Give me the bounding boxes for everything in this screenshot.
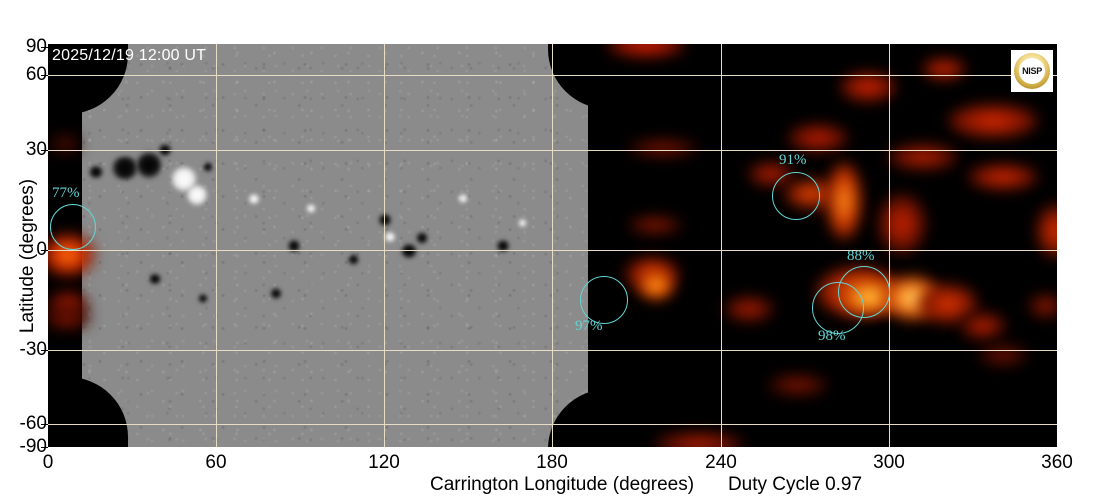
euv-feature <box>888 144 958 170</box>
gridline-lon-120 <box>384 44 385 447</box>
timestamp-label: 2025/12/19 12:00 UT <box>52 47 207 64</box>
euv-feature <box>826 162 862 240</box>
magnetic-region <box>270 288 282 299</box>
euv-feature <box>978 344 1028 366</box>
euv-feature <box>968 164 1038 190</box>
euv-feature <box>50 134 80 154</box>
ytick-label: 0 <box>36 239 47 261</box>
euv-feature <box>922 58 966 80</box>
euv-feature <box>1036 204 1057 258</box>
magnetic-region <box>186 184 208 206</box>
magnetic-region <box>203 162 213 172</box>
gridline-lon-240 <box>721 44 722 447</box>
magnetic-region <box>458 194 468 203</box>
ytick-mark <box>41 150 48 151</box>
x-axis-label: Carrington Longitude (degrees) <box>430 474 695 495</box>
euv-feature <box>48 306 90 330</box>
xtick-label: 240 <box>705 452 737 473</box>
magnetic-region <box>378 214 392 226</box>
y-axis-label: Latitude (degrees) <box>17 178 38 334</box>
plot-area: 77% 91% 97% 88% 98% NISP <box>48 44 1057 447</box>
feature-label-97: 97% <box>575 318 603 334</box>
magnetic-region <box>518 219 527 227</box>
xtick-label: 120 <box>368 452 400 473</box>
magnetic-region <box>136 150 162 180</box>
euv-feature <box>960 312 1006 340</box>
xtick-label: 0 <box>42 452 54 473</box>
ytick-mark <box>41 424 48 425</box>
euv-feature <box>724 296 774 322</box>
feature-label-77: 77% <box>52 185 80 201</box>
feature-circle-91[interactable] <box>772 172 820 220</box>
magnetic-region <box>88 166 104 178</box>
euv-feature <box>878 194 926 254</box>
ytick-mark <box>41 75 48 76</box>
magnetic-region <box>198 294 208 303</box>
magnetic-region <box>248 194 260 204</box>
euv-feature <box>638 270 674 300</box>
ytick-label: 90 <box>25 36 47 57</box>
euv-feature <box>768 374 828 396</box>
xtick-label: 60 <box>205 452 227 473</box>
ytick-mark <box>41 47 48 48</box>
feature-label-98: 98% <box>818 328 846 344</box>
magnetic-region <box>416 232 428 244</box>
nisp-logo: NISP <box>1011 50 1053 92</box>
ytick-label: -90 <box>19 436 47 457</box>
euv-feature <box>1028 294 1057 318</box>
nisp-logo-ring: NISP <box>1014 53 1050 89</box>
gridline-lon-300 <box>889 44 890 447</box>
ytick-label: -60 <box>19 413 47 434</box>
feature-label-91: 91% <box>779 152 807 168</box>
magnetic-region <box>384 232 396 242</box>
magnetic-region <box>306 204 316 213</box>
magnetic-region <box>148 274 162 284</box>
xtick-label: 360 <box>1041 452 1073 473</box>
xtick-label: 300 <box>873 452 905 473</box>
feature-label-88: 88% <box>847 248 875 264</box>
duty-cycle-label: Duty Cycle 0.97 <box>727 474 863 495</box>
euv-feature <box>840 72 896 102</box>
euv-feature <box>654 432 744 447</box>
euv-feature <box>628 216 682 234</box>
gridline-lon-60 <box>216 44 217 447</box>
ytick-label: 60 <box>25 64 47 85</box>
xtick-label: 180 <box>536 452 568 473</box>
ytick-label: -30 <box>19 339 47 360</box>
euv-feature <box>788 124 848 152</box>
euv-feature <box>606 44 686 58</box>
magnetic-region <box>288 239 300 253</box>
magnetic-region <box>400 244 418 258</box>
feature-circle-98[interactable] <box>812 282 864 334</box>
magnetic-region <box>110 156 140 180</box>
feature-circle-97[interactable] <box>580 276 628 324</box>
magnetic-region <box>348 254 359 265</box>
ytick-mark <box>41 250 48 251</box>
ytick-label: 30 <box>25 139 47 160</box>
magnetogram-panel <box>48 44 588 447</box>
gridline-lon-180 <box>552 44 553 447</box>
euv-feature <box>948 104 1038 138</box>
magnetic-region <box>496 240 510 252</box>
ytick-mark <box>41 447 48 448</box>
euv-feature <box>628 139 698 157</box>
ytick-mark <box>41 350 48 351</box>
nisp-logo-text: NISP <box>1022 66 1042 76</box>
feature-circle-77[interactable] <box>50 204 96 250</box>
euv-panel <box>588 44 1057 447</box>
